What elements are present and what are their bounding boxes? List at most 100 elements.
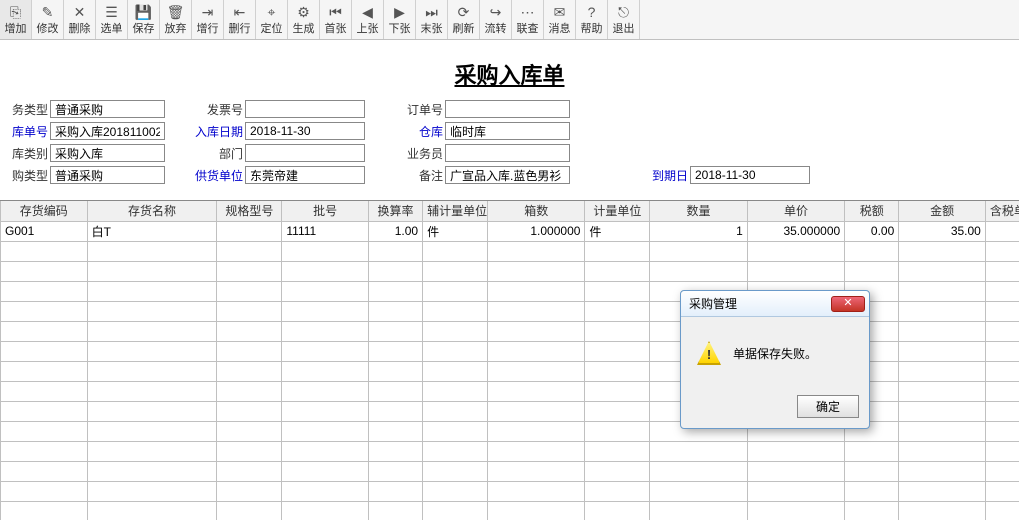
cell[interactable] [747,241,844,261]
cell[interactable] [282,261,369,281]
cell[interactable] [282,421,369,441]
cell[interactable] [585,441,650,461]
cell[interactable] [899,321,986,341]
cell[interactable] [650,441,747,461]
cell[interactable] [650,241,747,261]
cell[interactable] [585,361,650,381]
cell[interactable] [585,421,650,441]
cell[interactable] [585,481,650,501]
tool-退出[interactable]: ⎋退出 [608,0,640,39]
col-header[interactable]: 单价 [747,201,844,221]
cell[interactable]: 35.00 [899,221,986,241]
cell[interactable] [423,401,488,421]
cell[interactable] [423,241,488,261]
cell[interactable] [985,381,1019,401]
col-header[interactable]: 批号 [282,201,369,221]
cell[interactable] [217,441,282,461]
cell[interactable]: 1.00 [368,221,422,241]
cell[interactable] [845,241,899,261]
col-header[interactable]: 存货名称 [87,201,217,221]
cell[interactable] [87,421,217,441]
cell[interactable] [1,481,88,501]
cell[interactable] [585,281,650,301]
cell[interactable] [899,301,986,321]
cell[interactable] [1,461,88,481]
cell[interactable] [650,261,747,281]
cell[interactable] [282,461,369,481]
tool-首张[interactable]: ⏮首张 [320,0,352,39]
cell[interactable] [87,241,217,261]
cell[interactable] [282,501,369,520]
cell[interactable] [217,261,282,281]
ok-button[interactable]: 确定 [797,395,859,418]
cell[interactable] [217,401,282,421]
cell[interactable] [845,261,899,281]
cell[interactable] [423,281,488,301]
col-header[interactable]: 换算率 [368,201,422,221]
col-header[interactable]: 数量 [650,201,747,221]
col-header[interactable]: 金额 [899,201,986,221]
cell[interactable] [368,381,422,401]
cell[interactable] [747,261,844,281]
cell[interactable] [368,501,422,520]
tool-上张[interactable]: ◀上张 [352,0,384,39]
cell[interactable] [1,501,88,520]
cell[interactable] [87,361,217,381]
cell[interactable] [282,401,369,421]
cell[interactable] [282,441,369,461]
input-orderno[interactable] [445,100,570,118]
cell[interactable] [368,461,422,481]
cell[interactable] [87,281,217,301]
cell[interactable] [368,341,422,361]
tool-流转[interactable]: ↪流转 [480,0,512,39]
input-duedate[interactable] [690,166,810,184]
cell[interactable] [368,441,422,461]
cell[interactable] [899,341,986,361]
cell[interactable] [368,321,422,341]
input-billtype[interactable] [50,144,165,162]
cell[interactable] [1,301,88,321]
cell[interactable] [368,241,422,261]
cell[interactable]: 0.00 [845,221,899,241]
tool-保存[interactable]: 💾保存 [128,0,160,39]
cell[interactable] [217,281,282,301]
cell[interactable] [87,381,217,401]
cell[interactable]: 1.000000 [488,221,585,241]
input-warehouse[interactable] [445,122,570,140]
cell[interactable] [899,401,986,421]
cell[interactable] [87,321,217,341]
table-row[interactable] [1,461,1019,481]
cell[interactable] [985,401,1019,421]
cell[interactable] [87,441,217,461]
col-header[interactable]: 存货编码 [1,201,88,221]
tool-帮助[interactable]: ?帮助 [576,0,608,39]
tool-选单[interactable]: ☰选单 [96,0,128,39]
cell[interactable] [217,301,282,321]
cell[interactable] [423,501,488,520]
cell[interactable] [282,321,369,341]
cell[interactable] [423,381,488,401]
cell[interactable] [845,461,899,481]
cell[interactable] [585,301,650,321]
cell[interactable] [217,241,282,261]
cell[interactable] [488,341,585,361]
input-dept[interactable] [245,144,365,162]
input-purtype[interactable] [50,166,165,184]
cell[interactable] [585,341,650,361]
cell[interactable] [217,321,282,341]
cell[interactable]: 件 [585,221,650,241]
tool-放弃[interactable]: 🗑放弃 [160,0,192,39]
tool-增加[interactable]: ⎘增加 [0,0,32,39]
input-invoice[interactable] [245,100,365,118]
cell[interactable] [488,361,585,381]
cell[interactable] [1,401,88,421]
cell[interactable] [985,281,1019,301]
cell[interactable] [368,261,422,281]
table-row[interactable] [1,501,1019,520]
cell[interactable] [650,481,747,501]
cell[interactable] [985,481,1019,501]
cell[interactable] [585,401,650,421]
cell[interactable] [488,381,585,401]
cell[interactable] [488,261,585,281]
input-supplier[interactable] [245,166,365,184]
